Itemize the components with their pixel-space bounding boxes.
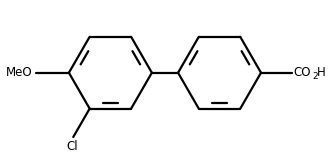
Text: MeO: MeO	[6, 66, 33, 79]
Text: CO: CO	[294, 66, 311, 79]
Text: Cl: Cl	[67, 140, 78, 153]
Text: 2: 2	[313, 72, 318, 81]
Text: H: H	[317, 66, 326, 79]
